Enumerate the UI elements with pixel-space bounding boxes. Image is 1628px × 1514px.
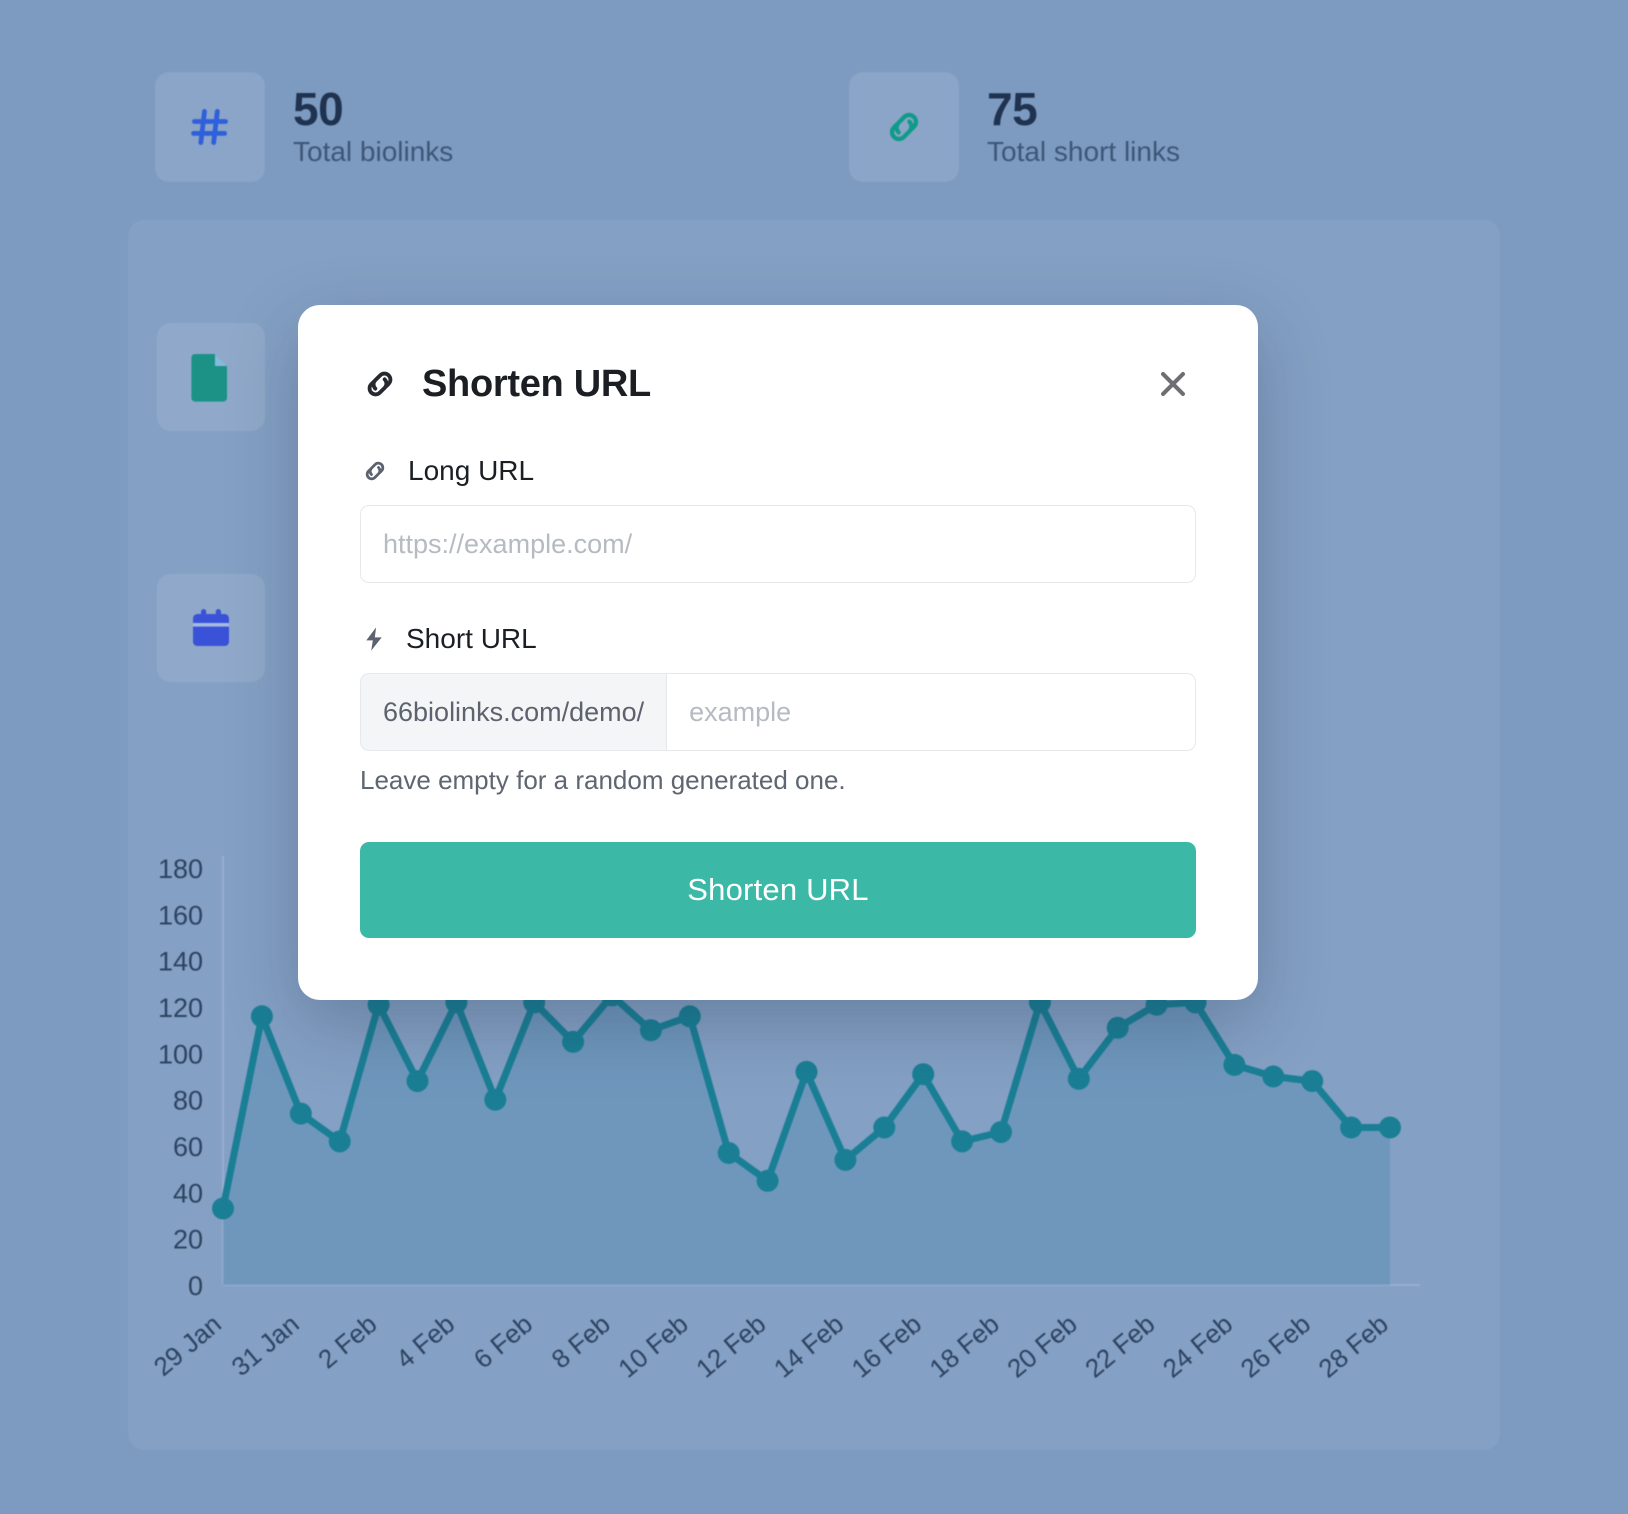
stat-value: 75 [987,83,1038,136]
svg-text:0: 0 [188,1271,203,1301]
link-icon [365,461,385,481]
svg-text:40: 40 [173,1178,203,1208]
short-url-field-block: Short URL 66biolinks.com/demo/ Leave emp… [360,623,1196,796]
svg-text:10 Feb: 10 Feb [612,1309,693,1384]
svg-text:24 Feb: 24 Feb [1157,1309,1238,1384]
chart-area-fill [223,995,1390,1285]
svg-text:20: 20 [173,1225,203,1255]
short-url-domain-prefix: 66biolinks.com/demo/ [360,673,667,751]
short-url-slug-input[interactable] [666,673,1196,751]
document-icon [191,354,227,402]
svg-text:22 Feb: 22 Feb [1079,1309,1160,1384]
svg-text:100: 100 [158,1039,203,1069]
svg-text:20 Feb: 20 Feb [1001,1309,1082,1384]
hash-icon-box [155,72,265,182]
stat-label: Total biolinks [293,136,454,168]
long-url-label: Long URL [408,455,535,486]
svg-text:26 Feb: 26 Feb [1235,1309,1316,1384]
link-icon [889,112,919,142]
stat-card-total-biolinks: 50 Total biolinks [155,72,453,182]
svg-text:31 Jan: 31 Jan [226,1309,305,1382]
stat-value: 50 [293,83,344,136]
stat-card-total-short-links: 75 Total short links [849,72,1180,182]
svg-text:8 Feb: 8 Feb [546,1309,616,1375]
svg-text:12 Feb: 12 Feb [690,1309,771,1384]
short-url-input-group: 66biolinks.com/demo/ [360,673,1196,751]
short-url-label-row: Short URL [360,623,1196,655]
calendar-icon [193,609,229,646]
hash-icon [191,109,228,145]
svg-text:4 Feb: 4 Feb [390,1309,460,1375]
short-url-label: Short URL [406,623,537,654]
modal-header: Shorten URL [360,361,1196,407]
shorten-url-submit-button[interactable]: Shorten URL [360,842,1196,938]
svg-text:60: 60 [173,1132,203,1162]
modal-title-wrap: Shorten URL [360,363,651,406]
svg-text:80: 80 [173,1086,203,1116]
long-url-label-row: Long URL [360,455,1196,487]
svg-text:2 Feb: 2 Feb [312,1309,382,1375]
svg-text:29 Jan: 29 Jan [148,1309,227,1382]
link-icon-box [849,72,959,182]
svg-text:160: 160 [158,900,203,930]
svg-text:14 Feb: 14 Feb [768,1309,849,1384]
close-button[interactable] [1150,361,1196,407]
long-url-input[interactable] [360,505,1196,583]
svg-text:120: 120 [158,993,203,1023]
svg-text:180: 180 [158,854,203,884]
svg-text:140: 140 [158,947,203,977]
svg-text:18 Feb: 18 Feb [924,1309,1005,1384]
svg-text:28 Feb: 28 Feb [1313,1309,1394,1384]
svg-text:6 Feb: 6 Feb [468,1309,538,1375]
card-calendar [157,574,265,682]
long-url-field-block: Long URL [360,455,1196,583]
card-document [157,323,265,431]
close-icon[interactable] [1156,367,1190,401]
stat-label: Total short links [987,136,1180,168]
chart-data-points [212,984,1401,1220]
short-url-helper-text: Leave empty for a random generated one. [360,765,846,795]
shorten-url-modal: Shorten URL Long [298,305,1258,1000]
link-icon [367,371,393,397]
lightning-bolt-icon [366,627,382,651]
page-title: Shorten URL [422,362,651,405]
svg-text:16 Feb: 16 Feb [846,1309,927,1384]
